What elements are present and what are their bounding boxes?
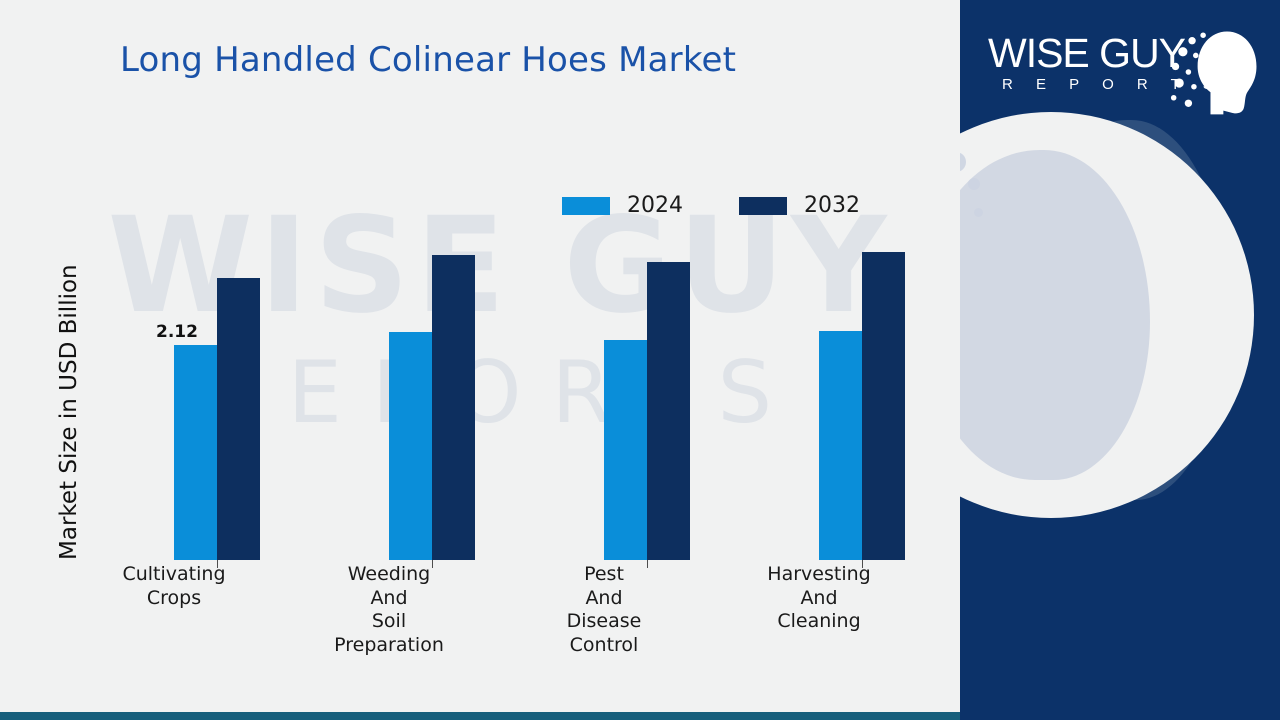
bar-2032-pest-and-disease-control[interactable] [647,262,690,560]
bar-value-label-2024-cultivating-crops: 2.12 [156,322,198,342]
x-axis-tick [647,560,648,568]
x-axis-tick [862,560,863,568]
bar-2032-cultivating-crops[interactable] [217,278,260,560]
brand-logo-main-text: WISE GUY [988,30,1186,76]
bar-2024-harvesting-and-cleaning[interactable] [819,331,862,560]
x-axis-tick [432,560,433,568]
chart-legend: 2024 2032 [562,193,860,218]
y-axis-label: Market Size in USD Billion [56,264,82,560]
logo-head-profile-icon [1170,31,1257,115]
legend-swatch-2032 [739,196,787,215]
x-axis-category-cultivating-crops: Cultivating Crops [122,563,226,609]
y-axis-label-anchor: Market Size in USD Billion [56,264,82,561]
legend-item-2024[interactable]: 2024 [562,193,683,218]
bottom-accent-strip [0,712,960,720]
brand-logo[interactable]: WISE GUY R E P O R T S [988,30,1258,115]
x-axis-category-weeding-and-soil-preparation: Weeding And Soil Preparation [334,563,444,656]
legend-item-2032[interactable]: 2032 [739,193,860,218]
legend-swatch-2024 [562,196,610,215]
head-silhouette-icon [960,150,1150,480]
bar-2024-weeding-and-soil-preparation[interactable] [389,332,432,560]
legend-label-2032: 2032 [804,193,860,218]
bar-2024-cultivating-crops[interactable]: 2.12 [156,322,217,560]
brand-logo-sub-text: R E P O R T S [1002,76,1223,93]
bar-2032-harvesting-and-cleaning[interactable] [862,252,905,560]
x-axis-tick [217,560,218,568]
plot-area: 2.12 Cultivating Crops Weeding And Soil … [122,190,940,656]
x-axis-category-pest-and-disease-control: Pest And Disease Control [566,563,642,656]
brand-panel: WISE GUY R E P O R T S [960,0,1280,720]
x-axis-category-harvesting-and-cleaning: Harvesting And Cleaning [767,563,871,632]
bar-2024-pest-and-disease-control[interactable] [604,340,647,560]
bar-2032-weeding-and-soil-preparation[interactable] [432,255,475,560]
chart-title: Long Handled Colinear Hoes Market [120,40,737,80]
legend-label-2024: 2024 [627,193,683,218]
